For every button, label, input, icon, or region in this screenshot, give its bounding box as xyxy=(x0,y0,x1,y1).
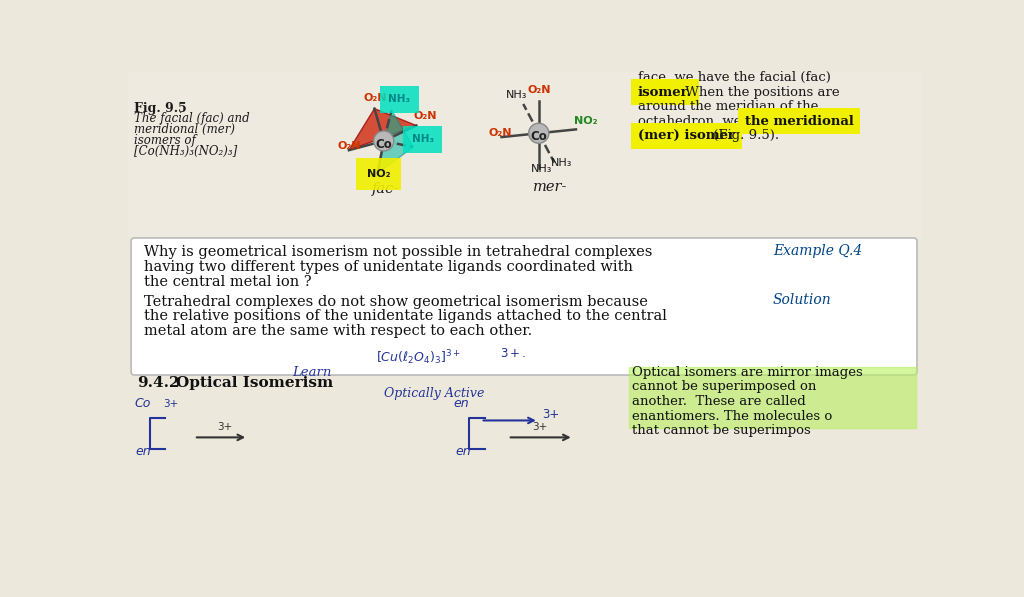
Text: cannot be superimposed on: cannot be superimposed on xyxy=(632,380,816,393)
Text: that cannot be superimpos: that cannot be superimpos xyxy=(632,424,811,438)
Polygon shape xyxy=(349,109,417,150)
Text: [Co(NH₃)₃(NO₂)₃]: [Co(NH₃)₃(NO₂)₃] xyxy=(134,145,238,158)
Text: O₂N: O₂N xyxy=(528,85,551,95)
Text: Why is geometrical isomerism not possible in tetrahedral complexes: Why is geometrical isomerism not possibl… xyxy=(143,245,652,260)
Text: NO₂: NO₂ xyxy=(367,169,390,179)
Text: When the positions are: When the positions are xyxy=(681,85,840,99)
Text: metal atom are the same with respect to each other.: metal atom are the same with respect to … xyxy=(143,324,531,338)
Text: Learn: Learn xyxy=(292,366,332,378)
Bar xyxy=(630,367,916,428)
Text: $3+.$: $3+.$ xyxy=(500,346,526,359)
Text: O₂N: O₂N xyxy=(488,128,512,137)
Polygon shape xyxy=(378,110,414,173)
Text: en: en xyxy=(455,445,471,458)
Text: Co: Co xyxy=(376,138,392,151)
Circle shape xyxy=(528,123,549,143)
Bar xyxy=(128,72,922,237)
Text: NH₃: NH₃ xyxy=(551,158,572,168)
Text: en: en xyxy=(454,396,469,410)
Text: face, we have the facial (fac): face, we have the facial (fac) xyxy=(638,71,830,84)
Text: Co: Co xyxy=(530,130,547,143)
Text: Solution: Solution xyxy=(773,293,831,307)
Text: around the meridian of the: around the meridian of the xyxy=(638,100,818,113)
Text: Tetrahedral complexes do not show geometrical isomerism because: Tetrahedral complexes do not show geomet… xyxy=(143,295,647,309)
Text: 3+: 3+ xyxy=(217,421,232,432)
Text: isomer.: isomer. xyxy=(638,85,692,99)
Text: The facial (fac) and: The facial (fac) and xyxy=(134,112,250,125)
Text: O₂N: O₂N xyxy=(414,112,436,121)
Text: O₂N: O₂N xyxy=(364,93,387,103)
Text: fac-: fac- xyxy=(372,182,399,196)
Text: 3+: 3+ xyxy=(532,421,548,432)
Text: (mer) isomer: (mer) isomer xyxy=(638,130,735,143)
Text: (Fig. 9.5).: (Fig. 9.5). xyxy=(710,130,779,143)
Text: 3+: 3+ xyxy=(543,408,560,421)
Text: another.  These are called: another. These are called xyxy=(632,395,806,408)
Text: Co: Co xyxy=(134,396,151,410)
Text: NH₃: NH₃ xyxy=(531,164,552,174)
Text: mer-: mer- xyxy=(532,180,567,194)
Text: NH₃: NH₃ xyxy=(506,90,527,100)
Text: NH₃: NH₃ xyxy=(388,94,411,104)
Text: NO₂: NO₂ xyxy=(573,116,597,126)
Text: Example Q.4: Example Q.4 xyxy=(773,244,862,258)
Text: NH₃: NH₃ xyxy=(412,134,434,144)
Text: the central metal ion ?: the central metal ion ? xyxy=(143,275,311,289)
Text: O₂N: O₂N xyxy=(337,141,360,150)
Text: meridional (mer): meridional (mer) xyxy=(134,123,236,136)
Text: enantiomers. The molecules o: enantiomers. The molecules o xyxy=(632,410,831,423)
Text: Fig. 9.5: Fig. 9.5 xyxy=(134,101,187,115)
Text: $[Cu(\ell_2O_4)_3]^{3+}$: $[Cu(\ell_2O_4)_3]^{3+}$ xyxy=(376,348,461,367)
Text: en: en xyxy=(136,445,152,458)
Text: the meridional: the meridional xyxy=(744,115,854,128)
FancyBboxPatch shape xyxy=(131,238,916,375)
Text: 9.4.2: 9.4.2 xyxy=(137,376,180,390)
Text: Optically Active: Optically Active xyxy=(384,387,484,401)
Text: Optical isomers are mirror images: Optical isomers are mirror images xyxy=(632,366,862,378)
Text: 3+: 3+ xyxy=(164,399,179,408)
Text: Optical Isomerism: Optical Isomerism xyxy=(176,376,333,390)
Text: the relative positions of the unidentate ligands attached to the central: the relative positions of the unidentate… xyxy=(143,309,667,324)
Text: octahedron, we get: octahedron, we get xyxy=(638,115,771,128)
Text: having two different types of unidentate ligands coordinated with: having two different types of unidentate… xyxy=(143,260,633,274)
Text: isomers of: isomers of xyxy=(134,134,196,147)
Circle shape xyxy=(374,131,394,151)
